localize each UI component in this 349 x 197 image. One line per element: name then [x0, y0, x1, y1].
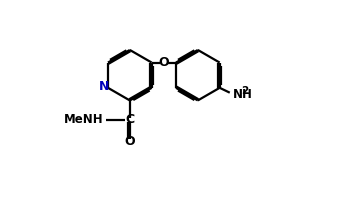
Text: NH: NH [233, 88, 253, 101]
Text: 2: 2 [241, 86, 248, 96]
Text: N: N [99, 80, 110, 93]
Text: O: O [125, 135, 135, 148]
Text: MeNH: MeNH [64, 113, 104, 126]
Text: C: C [125, 113, 134, 126]
Text: O: O [158, 56, 169, 69]
